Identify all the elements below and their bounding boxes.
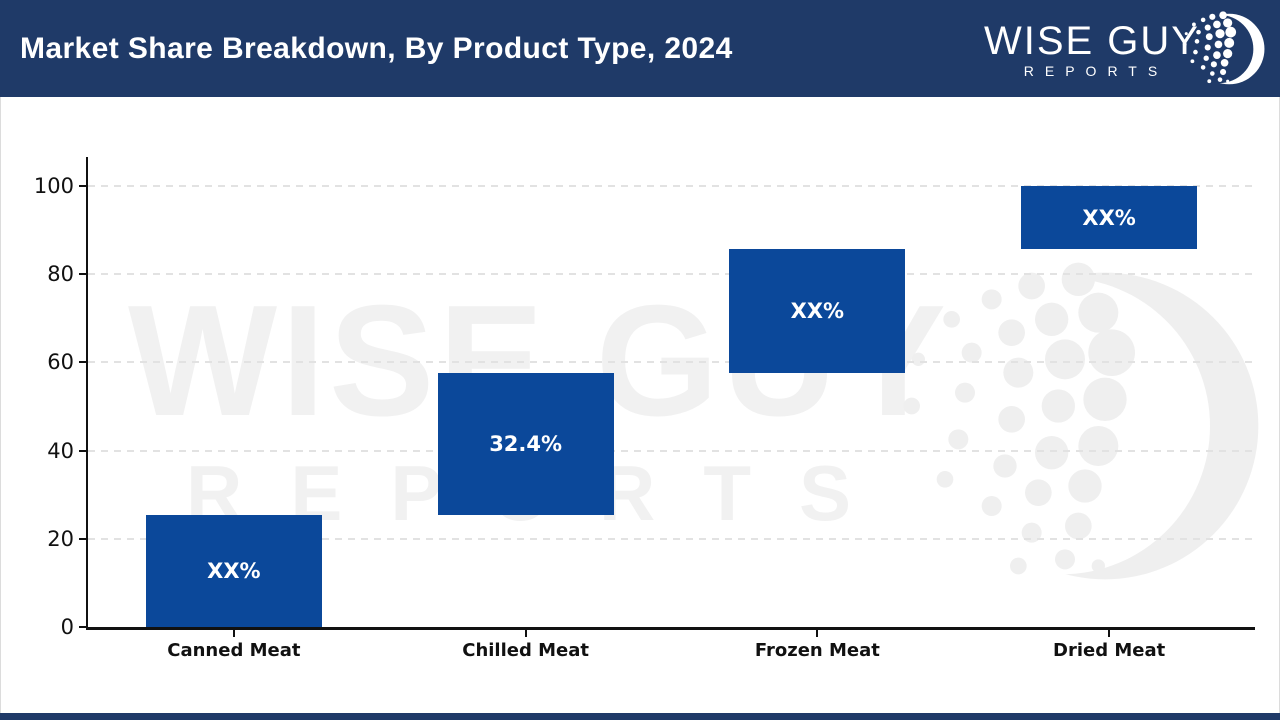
x-category-label: Dried Meat [1053, 640, 1166, 661]
wiseguy-logo: WISE GUY REPORTS [984, 5, 1266, 93]
x-axis-tickmark [232, 630, 235, 637]
y-axis-tickmark [79, 626, 88, 628]
y-axis-tick-label: 0 [60, 615, 74, 639]
logo-text: WISE GUY REPORTS [984, 19, 1200, 79]
y-gridline [88, 273, 1255, 276]
bar-value-label: XX% [1082, 205, 1136, 230]
bar-value-label: XX% [790, 298, 845, 323]
footer-bar [0, 713, 1280, 720]
bar-value-label: XX% [207, 559, 261, 584]
page-title: Market Share Breakdown, By Product Type,… [20, 31, 733, 65]
y-axis-tick-label: 60 [47, 350, 74, 375]
bar-canned-meat: XX% [145, 515, 322, 627]
y-gridline [88, 449, 1255, 452]
y-axis-line [86, 157, 88, 629]
y-axis-tick-label: 20 [47, 526, 74, 551]
y-axis-tickmark [79, 449, 88, 452]
bar-chilled-meat: 32.4% [437, 372, 614, 516]
x-category-label: Frozen Meat [754, 640, 880, 661]
y-axis-tick-label: 100 [33, 174, 74, 198]
header-bar: Market Share Breakdown, By Product Type,… [0, 0, 1280, 97]
bar-value-label: 32.4% [489, 431, 563, 456]
y-axis-tickmark [79, 537, 88, 540]
x-axis-tickmark [524, 630, 527, 637]
y-gridline [88, 361, 1255, 364]
x-axis-tickmark [816, 630, 819, 637]
y-axis-tickmark [79, 273, 88, 276]
y-axis-tickmark [79, 185, 88, 187]
logo-reports: REPORTS [1023, 63, 1169, 79]
x-category-label: Canned Meat [167, 640, 301, 661]
y-axis-tick-label: 80 [47, 262, 74, 287]
x-axis-tickmark [1108, 630, 1111, 637]
y-gridline [88, 185, 1255, 187]
bar-dried-meat: XX% [1021, 186, 1198, 250]
x-category-label: Chilled Meat [462, 640, 589, 661]
y-gridline [88, 537, 1255, 540]
x-axis-line [86, 627, 1255, 630]
y-axis-tick-label: 40 [47, 438, 74, 463]
y-axis-tickmark [79, 361, 88, 364]
bar-frozen-meat: XX% [729, 249, 906, 373]
logo-wise-guy: WISE GUY [983, 19, 1200, 63]
